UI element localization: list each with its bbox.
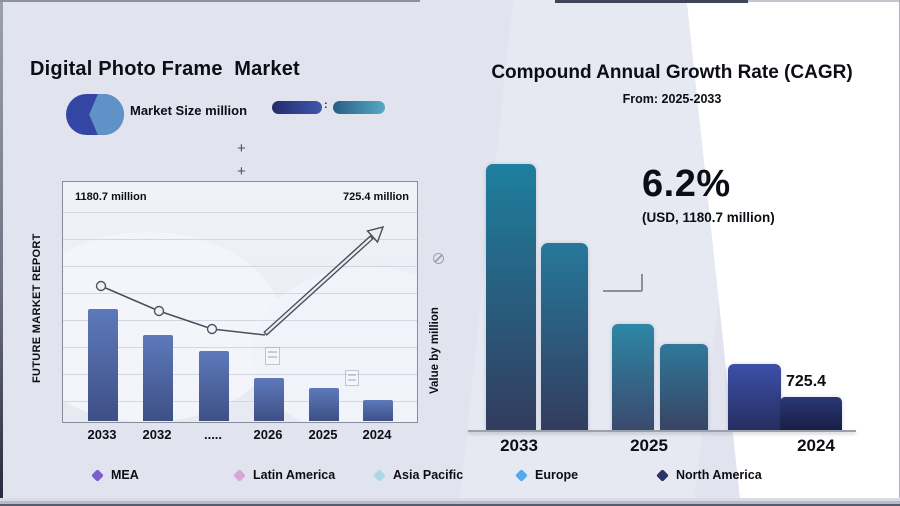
watermark-document-icon — [265, 347, 280, 365]
legend-item-latin-america: Latin America — [233, 468, 336, 482]
cagr-detail: (USD, 1180.7 million) — [642, 210, 775, 225]
left-chart-bar-2033 — [88, 309, 118, 421]
frame-edge-top-right — [748, 0, 900, 2]
legend-item-north-america: North America — [656, 468, 762, 482]
left-chart-x-label: 2032 — [142, 427, 172, 442]
trend-arrow-overlay — [95, 225, 385, 336]
right-chart-y-axis-label: Value by million — [429, 307, 441, 395]
left-chart-x-label: 2025 — [308, 427, 338, 442]
left-chart-y-axis-label: FUTURE MARKET REPORT — [31, 233, 43, 383]
page-title: Digital Photo Frame Market — [30, 58, 300, 80]
ratio-separator: : — [324, 99, 328, 111]
left-chart-annotation-min: 725.4 million — [342, 191, 409, 203]
frame-edge-left — [0, 0, 3, 506]
legend-diamond-icon — [515, 468, 528, 482]
right-chart-x-label: 2024 — [797, 436, 835, 455]
legend-label: MEA — [111, 468, 139, 482]
left-chart-x-label: 2024 — [362, 427, 392, 442]
right-chart-bar-2025-2 — [660, 344, 708, 430]
ratio-pill-navy — [272, 101, 322, 114]
right-chart-bar-2033-1 — [486, 164, 536, 430]
right-chart-bar-2025-1 — [612, 324, 654, 430]
bracket-decoration — [641, 274, 643, 291]
legend-diamond-icon — [91, 468, 104, 482]
legend-label: Europe — [535, 468, 579, 482]
cagr-title: Compound Annual Growth Rate (CAGR) — [491, 62, 853, 83]
legend-diamond-icon — [233, 468, 246, 482]
brand-logo-icon — [66, 94, 124, 135]
legend-item-mea: MEA — [91, 468, 139, 482]
frame-edge-top-mid — [555, 0, 748, 3]
frame-edge-top-left — [0, 0, 420, 2]
right-chart-x-label: 2025 — [630, 436, 668, 455]
left-chart-bar-2024 — [363, 400, 393, 421]
logo-caption: Market Size million — [130, 103, 248, 118]
plus-decoration-icon: + — [237, 163, 246, 180]
left-chart-panel: 1180.7 million 725.4 million — [62, 181, 418, 423]
frame-edge-bottom — [0, 498, 900, 506]
watermark-document-icon — [345, 370, 359, 386]
left-chart-bar-..... — [199, 351, 229, 421]
left-chart-x-label: 2033 — [87, 427, 117, 442]
left-chart-bar-2032 — [143, 335, 173, 421]
legend-label: Latin America — [253, 468, 336, 482]
legend-label: North America — [676, 468, 762, 482]
right-chart-annotation-725: 725.4 — [786, 373, 827, 390]
left-chart-annotation-max: 1180.7 million — [75, 191, 147, 203]
left-chart-x-label: 2026 — [253, 427, 283, 442]
left-chart-x-label: ..... — [203, 427, 223, 442]
right-chart-bar-2033-2 — [541, 243, 588, 430]
legend-item-europe: Europe — [515, 468, 579, 482]
plus-decoration-icon: + — [237, 140, 246, 157]
ratio-pill-teal — [333, 101, 385, 114]
legend-diamond-icon — [656, 468, 669, 482]
right-chart-x-label: 2033 — [500, 436, 538, 455]
legend-label: Asia Pacific — [393, 468, 464, 482]
circle-slash-icon — [433, 253, 444, 264]
brand-logo-hexagon — [89, 94, 124, 135]
right-chart-bar-2024-2 — [780, 397, 842, 430]
left-chart-bar-2025 — [309, 388, 339, 421]
right-chart-axis-line — [468, 430, 856, 432]
left-chart-bar-2026 — [254, 378, 284, 421]
right-chart-bar-2024-1 — [728, 364, 781, 430]
legend-diamond-icon — [373, 468, 386, 482]
legend-item-asia-pacific: Asia Pacific — [373, 468, 464, 482]
cagr-value: 6.2% — [642, 163, 731, 205]
bracket-decoration — [603, 290, 642, 292]
cagr-subtitle: From: 2025-2033 — [622, 92, 722, 106]
